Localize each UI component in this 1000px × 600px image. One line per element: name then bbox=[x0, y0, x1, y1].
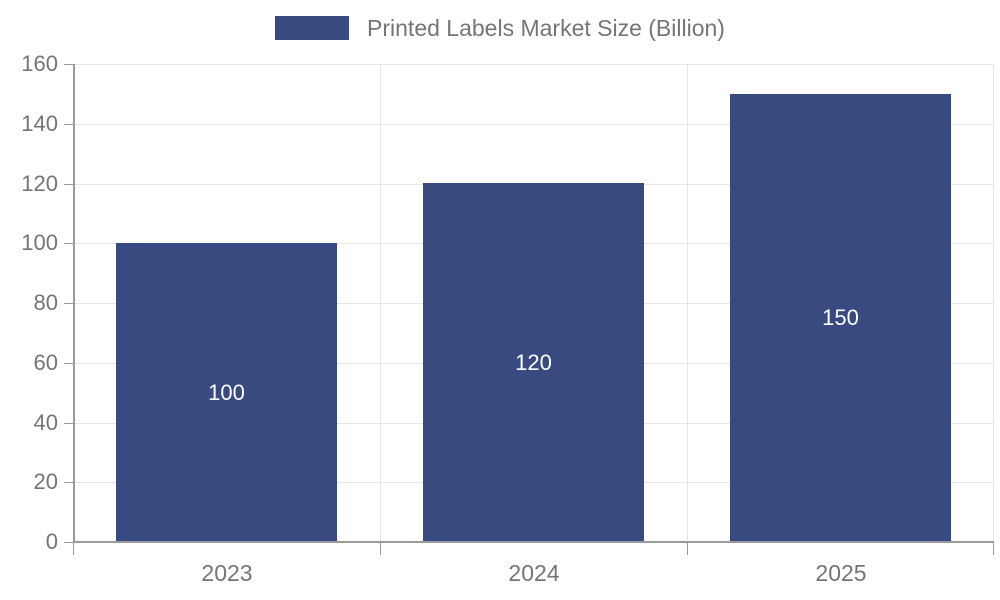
x-tick bbox=[73, 543, 74, 555]
y-tick-label: 100 bbox=[21, 230, 58, 256]
x-axis-line bbox=[73, 541, 994, 543]
gridline-h bbox=[73, 123, 994, 125]
bar[interactable]: 150 bbox=[730, 94, 951, 542]
y-tick bbox=[64, 482, 73, 484]
bar-value-label: 150 bbox=[822, 305, 859, 330]
x-tick-label: 2024 bbox=[508, 560, 560, 586]
y-tick bbox=[64, 362, 73, 364]
y-tick bbox=[64, 303, 73, 304]
y-tick bbox=[64, 64, 73, 65]
y-tick bbox=[64, 183, 73, 185]
y-axis-line bbox=[73, 64, 75, 542]
x-tick bbox=[687, 543, 688, 555]
y-tick-label: 160 bbox=[21, 51, 58, 76]
plot-area: 100 120 150 0 20 40 60 80 100 120 140 160 2023 2024 20… bbox=[21, 51, 994, 586]
gridline-v bbox=[687, 64, 688, 542]
y-tick-label: 0 bbox=[45, 529, 58, 554]
bar-value-label: 120 bbox=[515, 349, 552, 375]
x-tick bbox=[380, 543, 381, 555]
y-tick bbox=[64, 243, 73, 245]
x-tick-label: 2025 bbox=[815, 560, 867, 586]
legend-label: Printed Labels Market Size (Billion) bbox=[367, 14, 725, 41]
x-tick bbox=[993, 543, 994, 555]
y-tick-label: 40 bbox=[33, 409, 58, 435]
y-tick bbox=[64, 422, 73, 424]
y-tick bbox=[64, 123, 73, 125]
y-tick-label: 120 bbox=[21, 170, 58, 196]
bar[interactable]: 100 bbox=[116, 243, 337, 542]
x-tick-label: 2023 bbox=[201, 560, 253, 586]
y-tick-label: 60 bbox=[33, 349, 58, 375]
y-tick-label: 140 bbox=[21, 110, 58, 136]
legend[interactable]: Printed Labels Market Size (Billion) bbox=[0, 14, 1000, 42]
y-tick-label: 80 bbox=[33, 290, 58, 315]
bar-value-label: 100 bbox=[208, 379, 245, 405]
bar[interactable]: 120 bbox=[423, 183, 644, 542]
y-tick bbox=[64, 542, 73, 543]
gridline-h bbox=[73, 64, 994, 65]
legend-swatch bbox=[275, 16, 350, 40]
gridline-v bbox=[993, 64, 994, 542]
gridline-v bbox=[380, 64, 381, 542]
y-tick-label: 20 bbox=[33, 469, 58, 495]
